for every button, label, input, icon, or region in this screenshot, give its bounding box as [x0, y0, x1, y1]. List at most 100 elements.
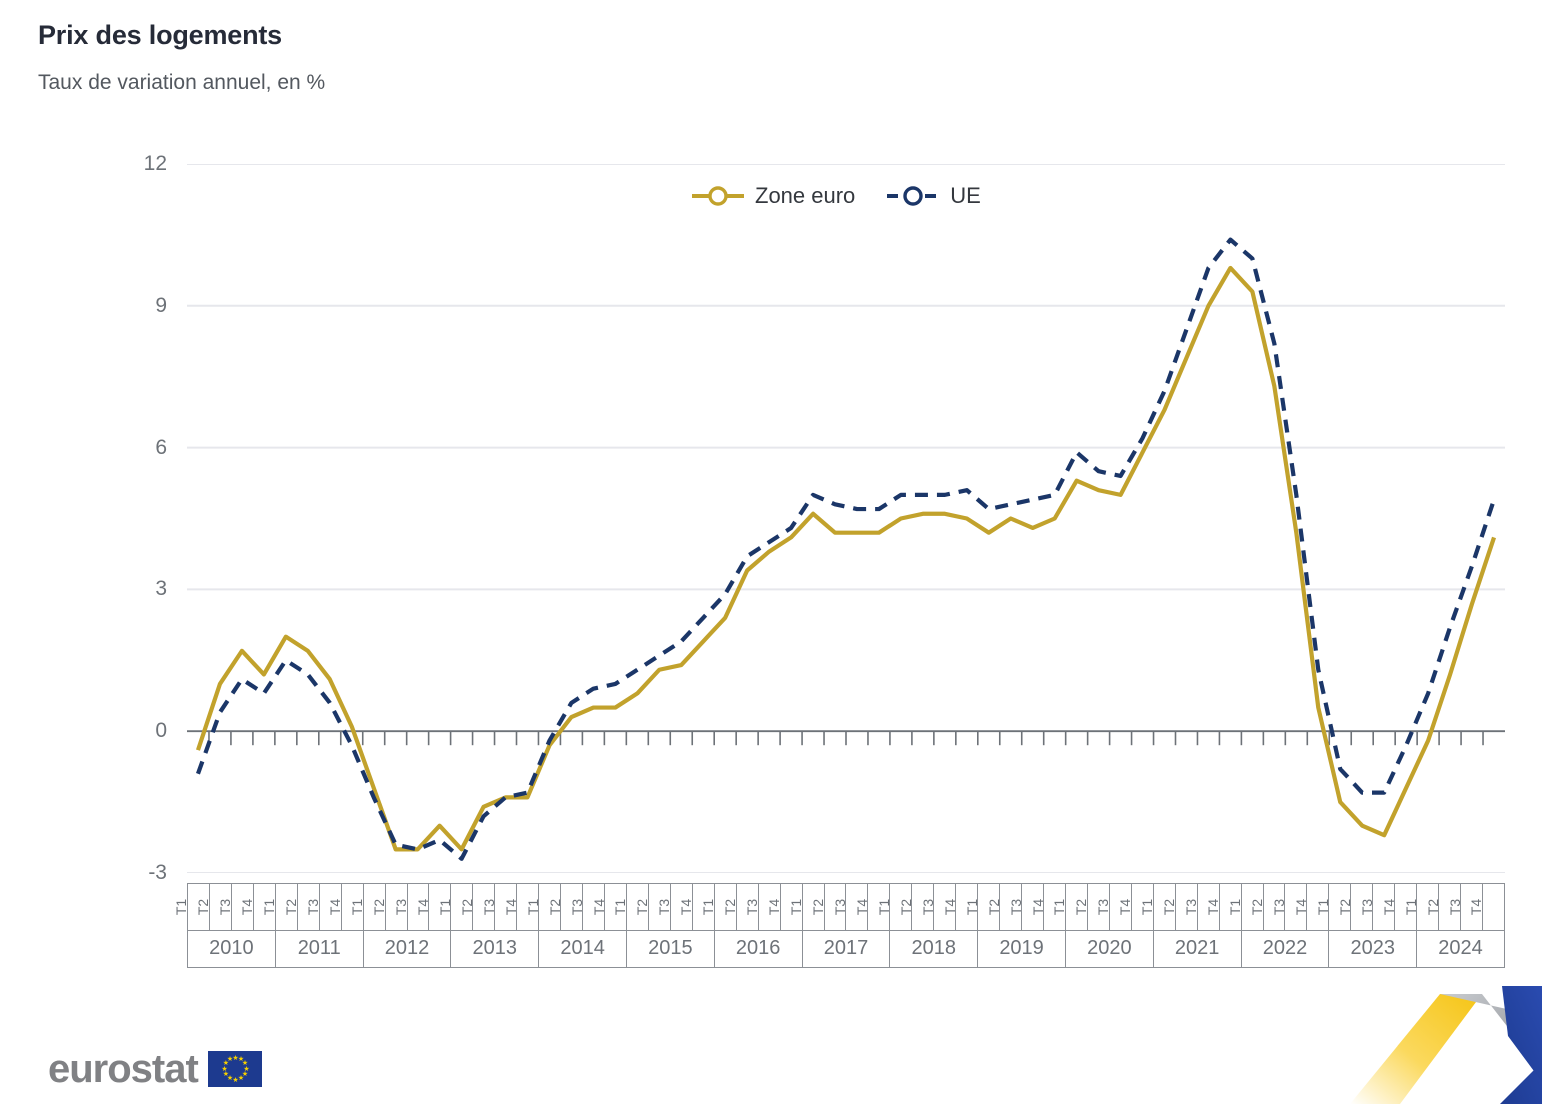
quarter-label: T2	[1424, 898, 1441, 916]
quarter-label: T4	[1205, 898, 1222, 916]
eu-star-icon: ★	[237, 1075, 245, 1083]
quarter-row: T1 T2 T3 T4	[437, 884, 538, 930]
x-axis-tick-marks	[208, 731, 1484, 746]
quarter-label: T4	[766, 898, 783, 916]
quarter-label: T3	[392, 898, 409, 916]
quarter-label: T4	[853, 898, 870, 916]
series-line-ue	[196, 237, 1497, 861]
quarter-label: T2	[1161, 898, 1178, 916]
x-axis-quarter-cell: T2	[283, 884, 320, 930]
quarter-label: T2	[458, 898, 475, 916]
x-axis-year-label: 2014	[539, 929, 626, 967]
x-axis-quarter-cell: T1	[788, 884, 825, 930]
x-axis-quarter-cell: T3	[1447, 884, 1484, 930]
quarter-label: T3	[1270, 898, 1287, 916]
quarter-label: T4	[1292, 898, 1309, 916]
y-tick-label: -3	[148, 861, 167, 884]
eu-star-icon: ★	[243, 1065, 250, 1073]
y-tick-label: 6	[155, 435, 167, 459]
decorative-ribbon	[1342, 974, 1542, 1104]
ribbon-graphic	[1350, 986, 1542, 1104]
legend-item-zone-euro[interactable]: Zone euro	[690, 183, 855, 209]
x-axis-quarter-cell: T3	[744, 884, 781, 930]
quarter-label: T1	[173, 898, 190, 916]
eu-star-icon: ★	[226, 1055, 234, 1063]
quarter-label: T2	[195, 898, 212, 916]
x-axis-quarter-cell: T3	[569, 884, 606, 930]
quarter-label: T1	[1402, 898, 1419, 916]
quarter-label: T1	[700, 898, 717, 916]
quarter-label: T1	[1051, 898, 1068, 916]
quarter-label: T1	[612, 898, 629, 916]
x-axis-year-group: T1 T2 T3 T4 2010	[173, 884, 276, 967]
x-axis-year-label: 2023	[1329, 929, 1417, 967]
plot-area	[187, 164, 1505, 873]
x-axis-quarter-cell: T1	[349, 884, 386, 930]
chart-legend: Zone euro UE	[690, 178, 981, 214]
chart-canvas	[187, 164, 1505, 873]
x-axis-year-group: T1 T2 T3 T4 2024	[1403, 884, 1504, 967]
quarter-label: T4	[414, 898, 431, 916]
quarter-row: T1 T2 T3 T4	[349, 884, 451, 930]
quarter-row: T1 T2 T3 T4	[525, 884, 626, 930]
gridlines	[187, 164, 1505, 873]
quarter-row: T1 T2 T3 T4	[1315, 884, 1416, 930]
x-axis-year-label: 2018	[890, 929, 978, 967]
x-axis-year-label: 2016	[714, 929, 802, 967]
x-axis-quarter-cell: T1	[612, 884, 649, 930]
quarter-label: T3	[656, 898, 673, 916]
x-axis-quarter-cell: T3	[393, 884, 430, 930]
quarter-label: T3	[1095, 898, 1112, 916]
quarter-label: T3	[1183, 898, 1200, 916]
quarter-label: T4	[239, 898, 256, 916]
x-axis-quarter-cell: T1	[1139, 884, 1176, 930]
legend-item-ue[interactable]: UE	[885, 183, 981, 209]
legend-swatch-icon	[692, 186, 744, 206]
quarter-label: T4	[327, 898, 344, 916]
quarter-row: T1 T2 T3 T4	[1403, 884, 1504, 930]
x-axis-year-group: T1 T2 T3 T4 2022	[1227, 884, 1330, 967]
quarter-row: T1 T2 T3 T4	[700, 884, 802, 930]
logo-text: eurostat	[48, 1047, 199, 1091]
data-series	[195, 237, 1497, 861]
quarter-label: T3	[1446, 898, 1463, 916]
x-axis-quarter-cell: T1	[261, 884, 298, 930]
x-axis-quarter-cell: T2	[1161, 884, 1198, 930]
x-axis-year-label: 2020	[1065, 929, 1153, 967]
quarter-label: T3	[480, 898, 497, 916]
eu-star-icon: ★	[222, 1071, 230, 1078]
x-axis-quarter-cell: T2	[898, 884, 935, 930]
quarter-label: T1	[1227, 898, 1244, 916]
y-tick-label: 9	[155, 293, 167, 317]
x-axis-quarter-cell: T1	[173, 884, 210, 930]
x-axis-year-group: T1 T2 T3 T4 2013	[437, 884, 540, 967]
x-axis-quarter-cell: T3	[1359, 884, 1396, 930]
eu-star-icon: ★	[232, 1054, 239, 1062]
quarter-label: T2	[810, 898, 826, 916]
quarter-label: T1	[1139, 898, 1156, 916]
eu-star-icon: ★	[221, 1065, 228, 1073]
x-axis-year-group: T1 T2 T3 T4 2018	[876, 884, 979, 967]
x-axis-quarter-cell: T2	[371, 884, 408, 930]
page-title: Prix des logements	[38, 20, 282, 50]
x-axis-quarter-cell: T1	[1315, 884, 1352, 930]
quarter-label: T1	[524, 898, 541, 916]
legend-label: Zone euro	[755, 183, 856, 208]
x-axis-quarter-cell: T3	[1095, 884, 1132, 930]
x-axis-quarter-cell: T1	[700, 884, 737, 930]
x-axis-year-group: T1 T2 T3 T4 2019	[964, 884, 1066, 967]
quarter-label: T3	[744, 898, 761, 916]
quarter-row: T1 T2 T3 T4	[1227, 884, 1329, 930]
x-axis-year-group: T1 T2 T3 T4 2016	[700, 884, 803, 967]
x-axis-quarter-cell: T2	[986, 884, 1023, 930]
x-axis-quarter-cell: T2	[722, 884, 759, 930]
quarter-label: T2	[546, 898, 563, 916]
quarter-label: T2	[722, 898, 739, 916]
quarter-label: T1	[875, 898, 892, 916]
quarter-label: T1	[963, 898, 980, 916]
quarter-label: T3	[831, 898, 848, 916]
quarter-label: T4	[590, 898, 607, 916]
quarter-label: T4	[1117, 898, 1134, 916]
x-axis-year-group: T1 T2 T3 T4 2012	[349, 884, 452, 967]
